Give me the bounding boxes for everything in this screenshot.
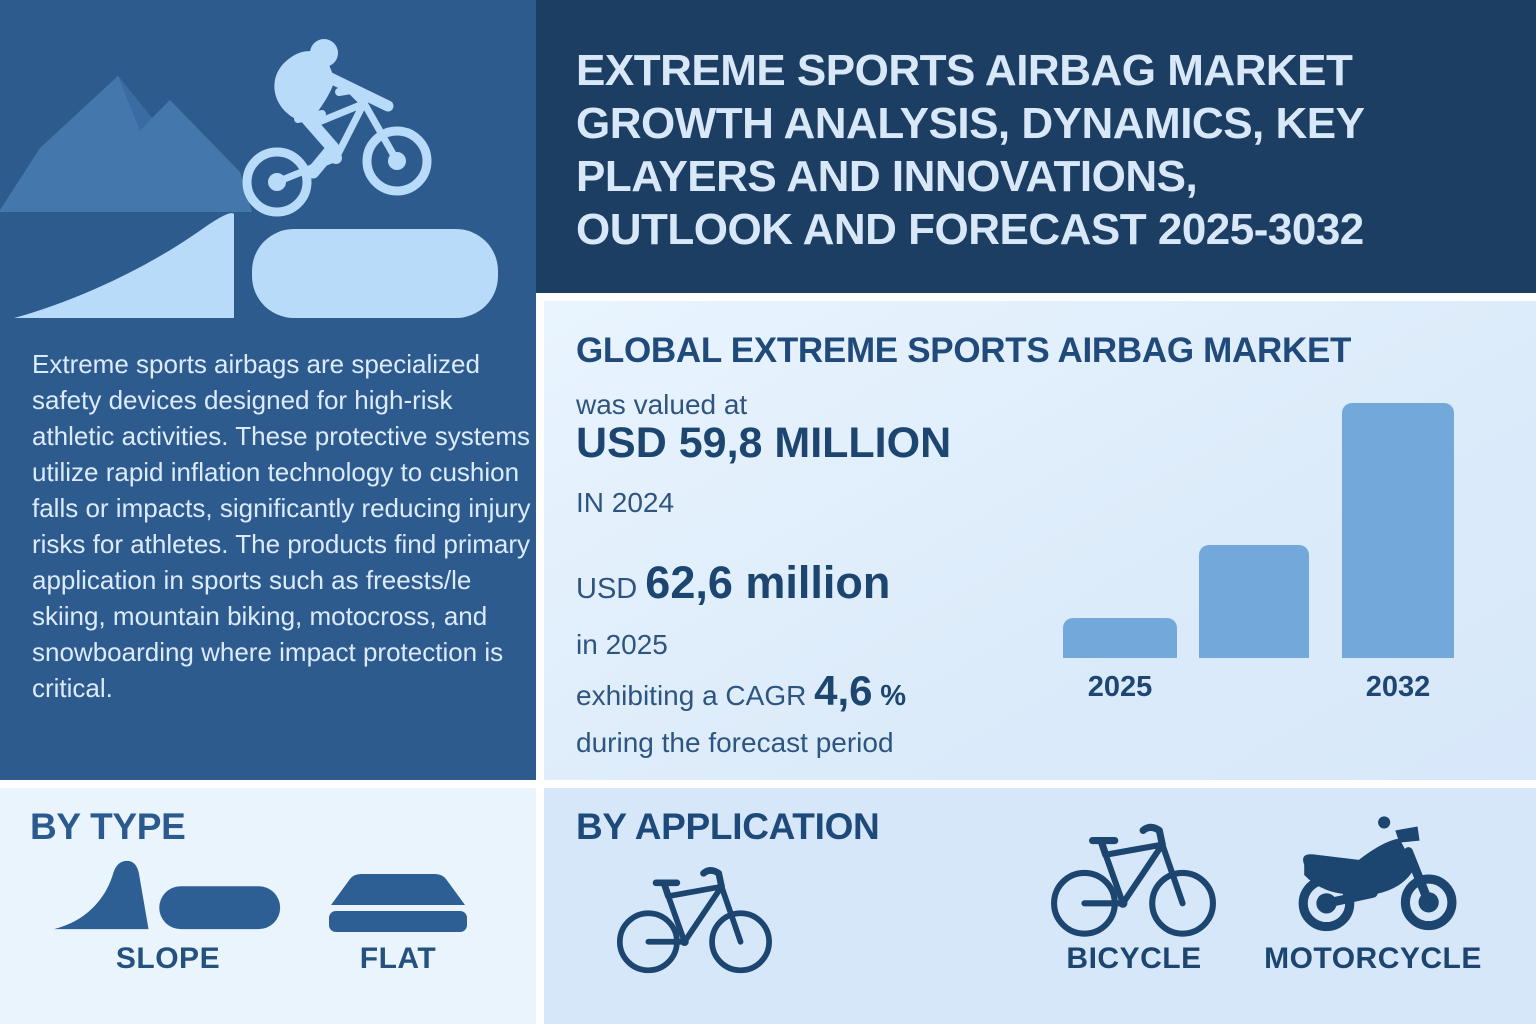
- cagr-percent-sign: %: [880, 680, 907, 712]
- market-heading: GLOBAL EXTREME SPORTS AIRBAG MARKET: [576, 331, 1352, 370]
- mountain-bike-jump-illustration: [0, 39, 498, 318]
- by-application-panel: BY APPLICATION: [544, 788, 1536, 1024]
- value-2025-number: 62,6 million: [645, 557, 891, 608]
- market-value-panel: GLOBAL EXTREME SPORTS AIRBAG MARKET was …: [544, 301, 1536, 780]
- bicycle-label: BICYCLE: [1066, 942, 1202, 975]
- title-line-2: GROWTH ANALYSIS, DYNAMICS, KEY: [576, 99, 1365, 148]
- cagr-prefix-text: exhibiting a CAGR: [576, 680, 807, 711]
- by-type-panel: BY TYPE SLOPE FLAT: [0, 788, 536, 1024]
- intro-panel: Extreme sports airbags are specialized s…: [0, 0, 536, 780]
- market-value-2025: USD 62,6 million: [576, 557, 890, 609]
- forecast-note-text: during the forecast period: [576, 727, 894, 758]
- bar-2025: [1063, 618, 1177, 658]
- slope-label: SLOPE: [115, 942, 221, 975]
- by-application-heading: BY APPLICATION: [576, 806, 880, 847]
- cagr-line: exhibiting a CAGR 4,6 %: [576, 667, 906, 715]
- title-line-4: OUTLOOK AND FORECAST 2025-3032: [576, 205, 1364, 254]
- slope-airbag-icon: [53, 860, 281, 930]
- bicycle-icon: [616, 867, 772, 974]
- market-description-text: Extreme sports airbags are specialized s…: [32, 349, 531, 703]
- airbag-icon: [252, 229, 498, 318]
- bar-middle: [1199, 545, 1309, 658]
- header-panel: EXTREME SPORTS AIRBAG MARKET GROWTH ANAL…: [536, 0, 1536, 293]
- ramp-icon: [14, 213, 234, 318]
- bar-label-2025: 2025: [1087, 671, 1153, 703]
- flat-airbag-icon: [329, 874, 467, 932]
- usd-label: USD: [576, 573, 638, 605]
- cagr-value: 4,6: [814, 667, 873, 714]
- page-title: EXTREME SPORTS AIRBAG MARKET GROWTH ANAL…: [576, 44, 1365, 256]
- year-2024-text: IN 2024: [576, 487, 675, 518]
- mountain-biker-icon: [242, 39, 432, 217]
- mountains-icon: [0, 76, 252, 212]
- flat-label: FLAT: [359, 942, 437, 975]
- year-2025-text: in 2025: [576, 629, 668, 660]
- bar-label-2032: 2032: [1365, 671, 1431, 703]
- motorcycle-label: MOTORCYCLE: [1264, 942, 1482, 975]
- title-line-3: PLAYERS AND INNOVATIONS,: [576, 152, 1198, 201]
- valued-prefix-text: was valued at: [576, 389, 748, 420]
- bar-2032: [1342, 403, 1454, 658]
- growth-bar-chart: [544, 301, 1536, 658]
- motorcycle-icon: [1298, 816, 1457, 932]
- bicycle-icon: [1051, 823, 1216, 937]
- by-type-heading: BY TYPE: [30, 806, 186, 847]
- market-value-2024: USD 59,8 MILLION: [576, 419, 952, 467]
- title-line-1: EXTREME SPORTS AIRBAG MARKET: [576, 46, 1353, 95]
